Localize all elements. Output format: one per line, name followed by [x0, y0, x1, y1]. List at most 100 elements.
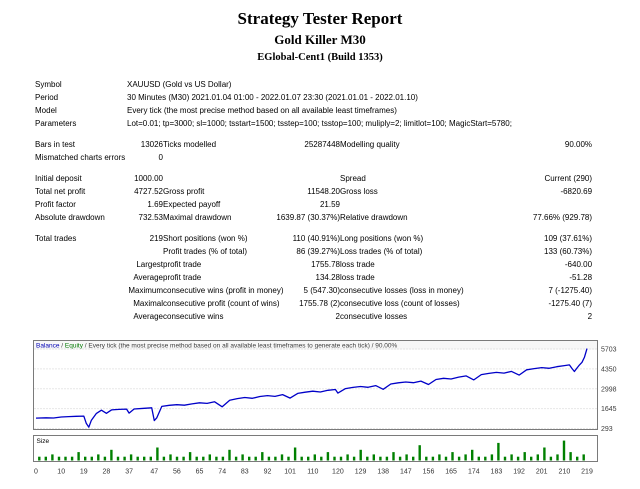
- y-axis-label: 4350: [601, 366, 617, 373]
- stats-row: Profit factor 1.69 Expected payoff 21.59: [35, 198, 592, 211]
- stat-value: 732.53: [138, 213, 163, 222]
- x-axis-label: 110: [307, 469, 318, 476]
- stat-value: 7 (-1275.40): [548, 286, 593, 295]
- stat-label: Profit trades (% of total): [163, 247, 248, 256]
- stat-value: 219: [149, 234, 163, 243]
- size-bar: [162, 456, 166, 461]
- size-bar: [38, 456, 41, 461]
- stat-value: [127, 245, 163, 258]
- size-bar: [307, 456, 310, 461]
- stats-cell: Profit trades (% of total) 86 (39.27%): [163, 245, 340, 258]
- size-bar: [352, 456, 356, 461]
- stat-label: [35, 258, 127, 271]
- size-bar: [57, 456, 61, 461]
- stats-cell: Ticks modelled 25287448: [163, 138, 340, 151]
- stat-label: profit trade: [163, 273, 202, 282]
- stat-label: Symbol: [35, 80, 62, 89]
- size-bar: [274, 456, 277, 461]
- size-bar: [293, 447, 297, 461]
- size-bar: [44, 456, 47, 461]
- spacer-cell: [35, 164, 592, 172]
- size-bar: [84, 456, 87, 461]
- stat-value: 0: [158, 153, 163, 162]
- stats-cell: consecutive wins (profit in money) 5 (547…: [163, 284, 340, 297]
- size-bar: [457, 456, 461, 461]
- size-bar: [215, 456, 218, 461]
- stat-label: consecutive loss (count of losses): [340, 299, 460, 308]
- x-axis-label: 165: [445, 469, 457, 476]
- stats-cell: Gross loss -6820.69: [340, 185, 592, 198]
- x-axis-label: 83: [241, 469, 249, 476]
- stat-label: loss trade: [340, 260, 375, 269]
- stat-label: Profit factor: [35, 200, 76, 209]
- stats-row: Average consecutive wins 2 consecutive loss…: [35, 310, 592, 323]
- stat-label: Spread: [340, 174, 366, 183]
- chart-header-strip: [34, 341, 597, 350]
- stats-spacer-row: [35, 130, 592, 138]
- size-bar: [392, 452, 395, 461]
- stats-row: Parameters Lot=0.01; tp=3000; sl=1000; ts…: [35, 117, 592, 130]
- size-bar: [188, 452, 192, 461]
- stats-table: Symbol XAUUSD (Gold vs US Dollar) Period 30…: [35, 78, 592, 323]
- stat-label: Period: [35, 93, 59, 102]
- stat-label: Expected payoff: [163, 200, 221, 209]
- size-bar: [208, 454, 211, 461]
- stat-value: Maximum: [128, 286, 163, 295]
- stats-cell: Spread Current (290): [340, 172, 592, 185]
- stats-cell: profit trade 1755.78: [163, 258, 340, 271]
- stat-value: -640.00: [564, 260, 593, 269]
- size-bar: [405, 454, 408, 461]
- size-bar: [398, 456, 402, 461]
- size-bar: [536, 454, 539, 461]
- stats-row: Symbol XAUUSD (Gold vs US Dollar): [35, 78, 592, 91]
- size-bar: [359, 449, 362, 461]
- stat-label: loss trade: [340, 273, 375, 282]
- stat-value: -6820.69: [560, 187, 593, 196]
- x-axis-label: 56: [173, 469, 181, 476]
- y-axis-label: 293: [601, 426, 613, 433]
- size-bar: [346, 454, 349, 461]
- spacer-cell: [35, 130, 592, 138]
- stats-row: Initial deposit 1000.00 Spread Current (290…: [35, 172, 592, 185]
- stat-value: 13026: [140, 140, 163, 149]
- size-bar: [129, 454, 133, 461]
- stat-value: 2: [335, 312, 340, 321]
- balance-chart: Balance / Equity / Every tick (the most …: [33, 340, 640, 478]
- size-bar: [195, 456, 198, 461]
- chart-header-text: Balance / Equity / Every tick (the most …: [36, 343, 398, 350]
- stat-label: Total net profit: [35, 187, 86, 196]
- server-build: EGlobal-Cent1 (Build 1353): [257, 52, 383, 63]
- size-bar: [221, 456, 225, 461]
- size-bar: [530, 456, 533, 461]
- stat-value-wide: Every tick (the most precise method base…: [127, 106, 397, 115]
- stats-row: Maximal consecutive profit (count of wins…: [35, 297, 592, 310]
- stats-row: Maximum consecutive wins (profit in money…: [35, 284, 592, 297]
- size-bar: [503, 456, 507, 461]
- size-bar: [248, 456, 251, 461]
- report-title: Strategy Tester Report: [237, 9, 403, 28]
- size-bar: [490, 454, 494, 461]
- stats-cell: consecutive profit (count of wins) 1755.7…: [163, 297, 340, 310]
- stat-value: 1639.87 (30.37%): [276, 213, 340, 222]
- size-bar: [261, 452, 264, 461]
- stat-value: Maximal: [133, 299, 163, 308]
- stats-cell: [340, 151, 592, 164]
- size-bar: [182, 456, 185, 461]
- x-axis-label: 47: [150, 469, 158, 476]
- stat-value: 110 (40.91%): [292, 234, 340, 243]
- stat-label: Mismatched charts errors: [35, 153, 126, 162]
- stats-cell: [340, 198, 592, 211]
- size-bar: [116, 456, 120, 461]
- stats-cell: Long positions (won %) 109 (37.61%): [340, 232, 592, 245]
- stats-cell: Maximal drawdown 1639.87 (30.37%): [163, 211, 340, 224]
- stats-cell: loss trade -640.00: [340, 258, 592, 271]
- x-axis-label: 74: [218, 469, 226, 476]
- x-axis-label: 201: [536, 469, 548, 476]
- size-bar: [241, 454, 244, 461]
- size-bar: [451, 452, 454, 461]
- size-label: Size: [37, 438, 50, 445]
- strategy-tester-report: Strategy Tester Report Gold Killer M30 E…: [0, 9, 640, 478]
- stat-label: [35, 284, 127, 297]
- expert-name: Gold Killer M30: [274, 32, 366, 47]
- stats-row: Period 30 Minutes (M30) 2021.01.04 01:00 …: [35, 91, 592, 104]
